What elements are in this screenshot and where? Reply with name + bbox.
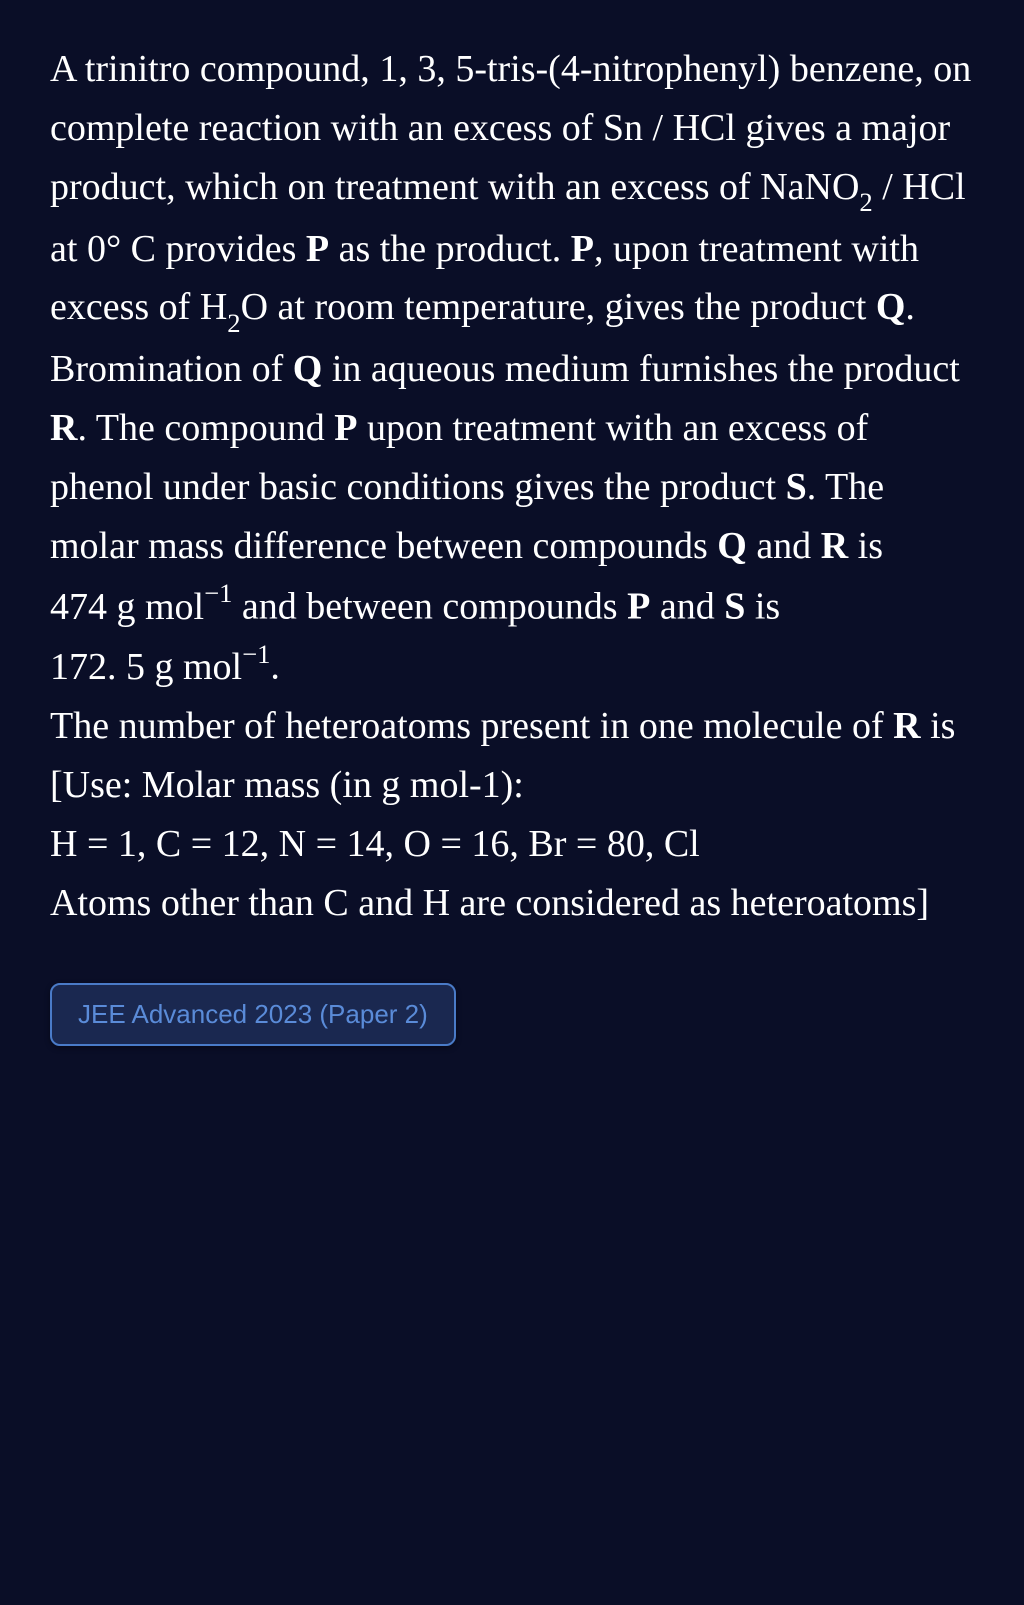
compound-r: R [821,525,848,567]
compound-p: P [306,228,329,270]
text-segment: at room temperature, gives the product [268,286,876,328]
text-formula: 0° C [87,228,156,270]
text-formula: 1, 3, 5 [379,48,474,90]
text-molar-masses: H = 1, C = 12, N = 14, O = 16, Br = 80, … [50,823,700,865]
atom-h: H [423,882,450,924]
compound-r: R [893,705,920,747]
text-segment: Atoms other than [50,882,323,924]
text-formula: Sn / HCl [603,107,736,149]
compound-s: S [786,466,807,508]
text-segment: The number of heteroatoms present in one… [50,705,893,747]
compound-p: P [627,586,650,628]
text-segment: in aqueous medium furnishes the product [322,348,959,390]
compound-q: Q [293,348,323,390]
text-segment: at [50,228,87,270]
text-segment: and between compounds [232,586,627,628]
compound-r: R [50,407,77,449]
compound-q: Q [876,286,906,328]
exam-badge[interactable]: JEE Advanced 2023 (Paper 2) [50,983,456,1046]
text-segment: and [349,882,423,924]
text-segment: A trinitro compound, [50,48,379,90]
compound-p: P [571,228,594,270]
text-formula: NaNO2 / HCl [760,166,965,208]
atom-c: C [323,882,348,924]
text-segment: . The compound [77,407,334,449]
text-segment: are considered as heteroatoms] [450,882,929,924]
text-segment: is [848,525,883,567]
compound-q: Q [717,525,747,567]
text-segment: . [270,646,280,688]
question-body: A trinitro compound, 1, 3, 5-tris-(4-nit… [50,40,974,933]
text-formula: 172. 5 g mol−1 [50,646,270,688]
text-segment: as the product. [329,228,571,270]
text-segment: and [650,586,724,628]
text-formula: H2O [200,286,268,328]
exam-badge-label: JEE Advanced 2023 (Paper 2) [78,999,428,1029]
text-formula: 474 g mol−1 [50,586,232,628]
text-segment: provides [156,228,306,270]
compound-s: S [724,586,745,628]
text-segment: is [745,586,780,628]
text-segment: and [747,525,821,567]
compound-p: P [334,407,357,449]
